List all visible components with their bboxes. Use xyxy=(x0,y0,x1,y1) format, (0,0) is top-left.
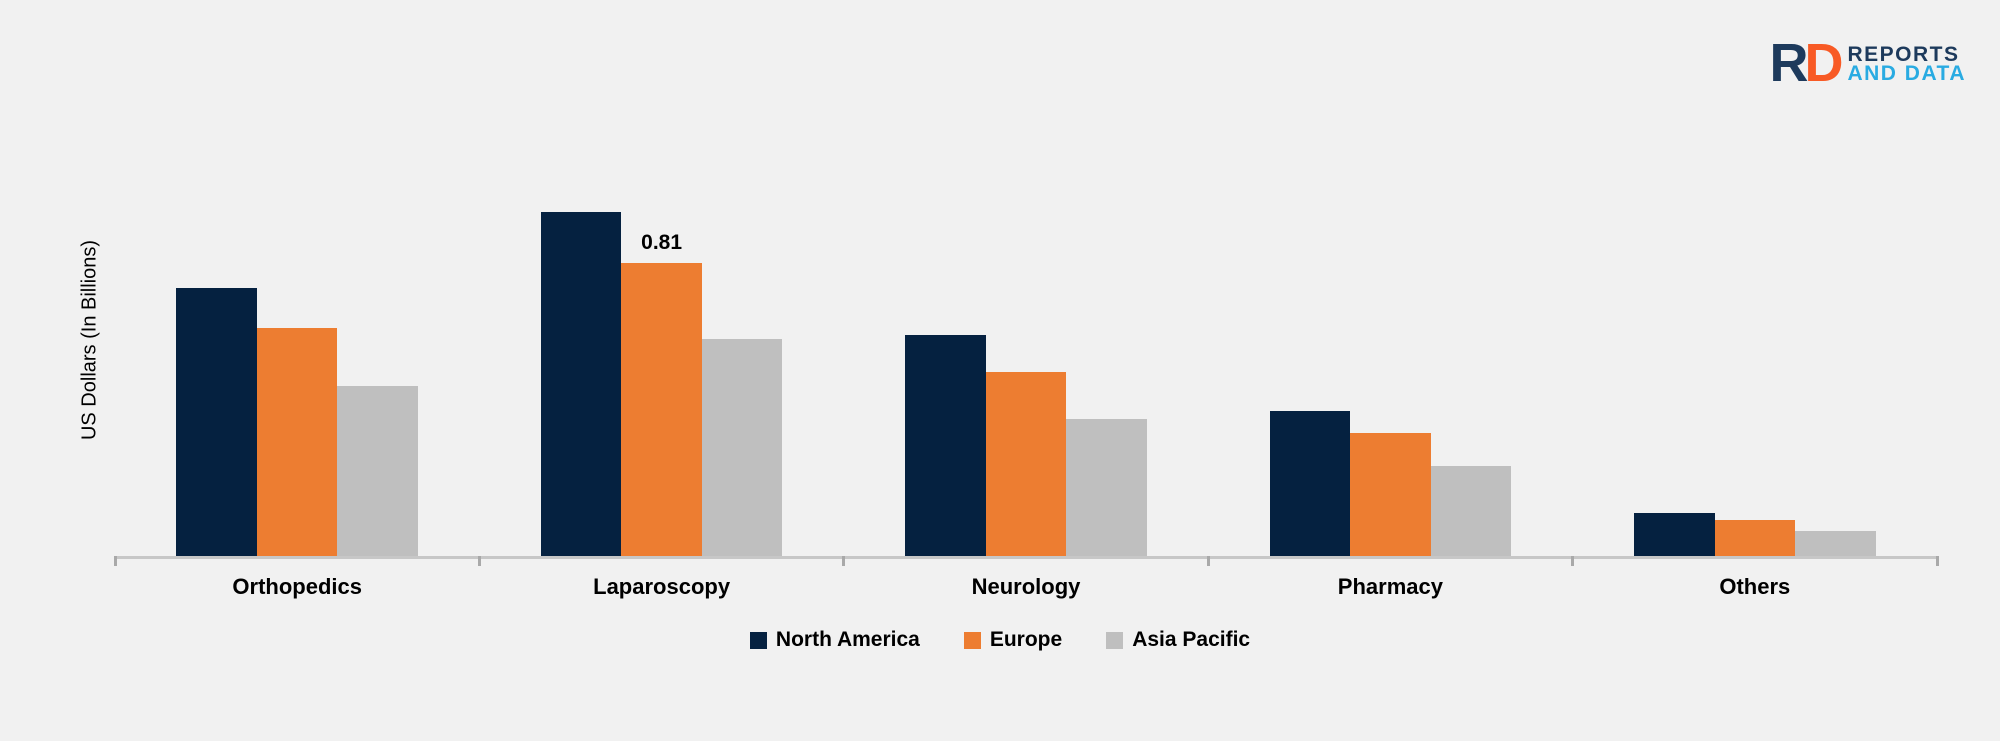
chart-legend: North America Europe Asia Pacific xyxy=(0,628,2000,652)
x-axis-tick xyxy=(113,556,117,566)
category-label-orthopedics: Orthopedics xyxy=(232,574,362,599)
bar-europe-pharmacy xyxy=(1350,433,1431,556)
x-axis-tick xyxy=(842,556,846,566)
bar-asia-pacific-neurology xyxy=(1066,419,1147,556)
category-label-laparoscopy: Laparoscopy xyxy=(593,574,731,599)
bar-asia-pacific-laparoscopy xyxy=(701,339,783,556)
y-axis-title: US Dollars (In Billions) xyxy=(78,239,101,441)
logo-line-reports: REPORTS xyxy=(1847,42,1960,66)
legend-item-europe: Europe xyxy=(963,628,1063,652)
logo-line-and-data: AND DATA xyxy=(1847,61,1966,85)
logo-wordmark: REPORTS AND DATA xyxy=(1847,42,1966,85)
x-axis-tick xyxy=(477,556,481,566)
legend-swatch-icon xyxy=(749,631,767,649)
bar-europe-orthopedics xyxy=(256,328,338,556)
bar-asia-pacific-pharmacy xyxy=(1430,466,1512,556)
bar-europe-neurology xyxy=(985,372,1067,556)
legend-swatch-icon xyxy=(963,631,981,649)
logo-letter-d: D xyxy=(1804,33,1843,93)
legend-item-asia-pacific: Asia Pacific xyxy=(1106,628,1250,652)
legend-label: Europe xyxy=(989,628,1063,651)
bar-north-america-laparoscopy xyxy=(540,212,622,556)
reports-and-data-logo: R D REPORTS AND DATA xyxy=(1769,33,1966,93)
legend-label: North America xyxy=(775,628,920,651)
legend-item-north-america: North America xyxy=(749,628,920,652)
x-axis-tick xyxy=(1571,556,1575,566)
legend-swatch-icon xyxy=(1106,631,1124,649)
category-label-neurology: Neurology xyxy=(971,574,1081,599)
x-axis-line xyxy=(115,556,1937,559)
data-label-europe: 0.81 xyxy=(641,231,683,254)
logo-rd-icon: R D xyxy=(1769,33,1843,93)
bar-europe-others xyxy=(1714,520,1796,556)
category-label-others: Others xyxy=(1719,574,1791,599)
bar-north-america-orthopedics xyxy=(176,288,257,556)
bar-north-america-pharmacy xyxy=(1269,411,1351,556)
x-axis-tick xyxy=(1935,556,1939,566)
bar-north-america-neurology xyxy=(905,335,986,556)
bar-north-america-others xyxy=(1634,513,1715,556)
logo-letter-r: R xyxy=(1769,33,1808,93)
bar-europe-laparoscopy xyxy=(621,263,702,556)
category-label-pharmacy: Pharmacy xyxy=(1337,574,1443,599)
x-axis-tick xyxy=(1206,556,1210,566)
legend-label: Asia Pacific xyxy=(1132,628,1251,651)
bar-asia-pacific-orthopedics xyxy=(337,386,418,556)
bar-asia-pacific-others xyxy=(1795,531,1876,556)
